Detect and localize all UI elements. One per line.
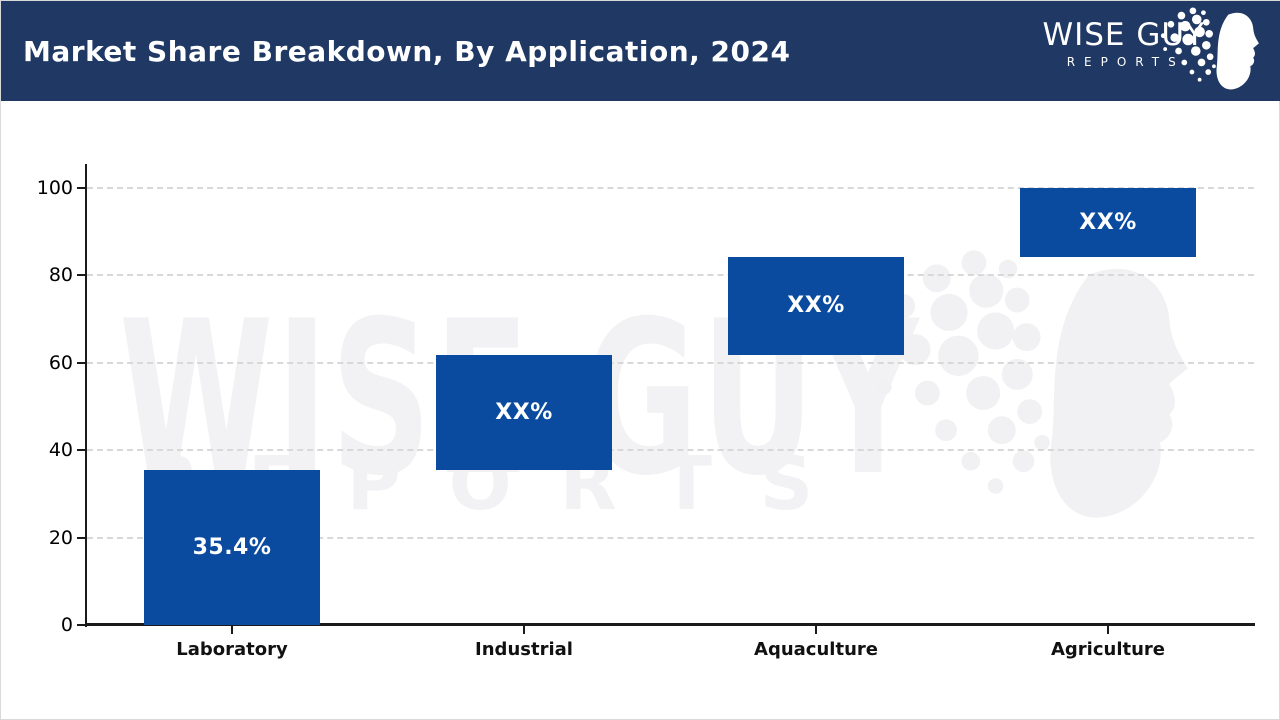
bar-aquaculture: XX% bbox=[728, 256, 904, 355]
y-tick-label: 20 bbox=[48, 526, 73, 549]
y-tick-label: 40 bbox=[48, 439, 73, 462]
x-tick-mark bbox=[231, 626, 233, 634]
x-axis-line bbox=[85, 623, 1255, 626]
gridline-y-40 bbox=[87, 449, 1254, 452]
y-tick-mark bbox=[77, 187, 85, 189]
y-axis-line bbox=[85, 164, 87, 627]
category-label-laboratory: Laboratory bbox=[176, 639, 288, 660]
bar-value-label: XX% bbox=[787, 293, 845, 319]
gridline-y-100 bbox=[87, 187, 1254, 189]
header-bar: Market Share Breakdown, By Application, … bbox=[1, 1, 1280, 101]
category-label-aquaculture: Aquaculture bbox=[754, 639, 878, 660]
bar-agriculture: XX% bbox=[1020, 188, 1196, 257]
category-label-industrial: Industrial bbox=[475, 639, 573, 660]
bar-value-label: XX% bbox=[495, 400, 553, 426]
brand-subname: REPORTS bbox=[1066, 54, 1185, 69]
y-tick-label: 0 bbox=[60, 614, 73, 636]
y-tick-label: 100 bbox=[36, 177, 73, 199]
gridline-y-80 bbox=[87, 274, 1254, 277]
x-tick-mark bbox=[523, 626, 525, 634]
y-tick-label: 80 bbox=[48, 264, 73, 287]
gridline-y-20 bbox=[87, 536, 1254, 539]
bar-industrial: XX% bbox=[436, 354, 612, 471]
bar-value-label: 35.4% bbox=[192, 535, 272, 561]
watermark-face-logo bbox=[868, 250, 1188, 518]
y-tick-mark bbox=[77, 361, 85, 364]
y-tick-mark bbox=[77, 624, 85, 626]
y-tick-label: 60 bbox=[48, 351, 73, 374]
bar-laboratory: 35.4% bbox=[144, 470, 320, 625]
y-tick-mark bbox=[77, 274, 85, 277]
x-tick-mark bbox=[1107, 626, 1109, 634]
brand-face-icon bbox=[1160, 7, 1259, 90]
y-tick-mark bbox=[77, 449, 85, 452]
gridline-y-60 bbox=[87, 361, 1254, 364]
y-tick-mark bbox=[77, 536, 85, 539]
category-label-agriculture: Agriculture bbox=[1050, 639, 1166, 660]
brand-logo-text: WISE GUY REPORTS bbox=[1042, 19, 1205, 69]
bar-value-label: XX% bbox=[1079, 209, 1137, 235]
x-tick-mark bbox=[815, 626, 817, 634]
brand-logo: WISE GUY REPORTS bbox=[1011, 5, 1271, 97]
page-title: Market Share Breakdown, By Application, … bbox=[23, 34, 791, 68]
